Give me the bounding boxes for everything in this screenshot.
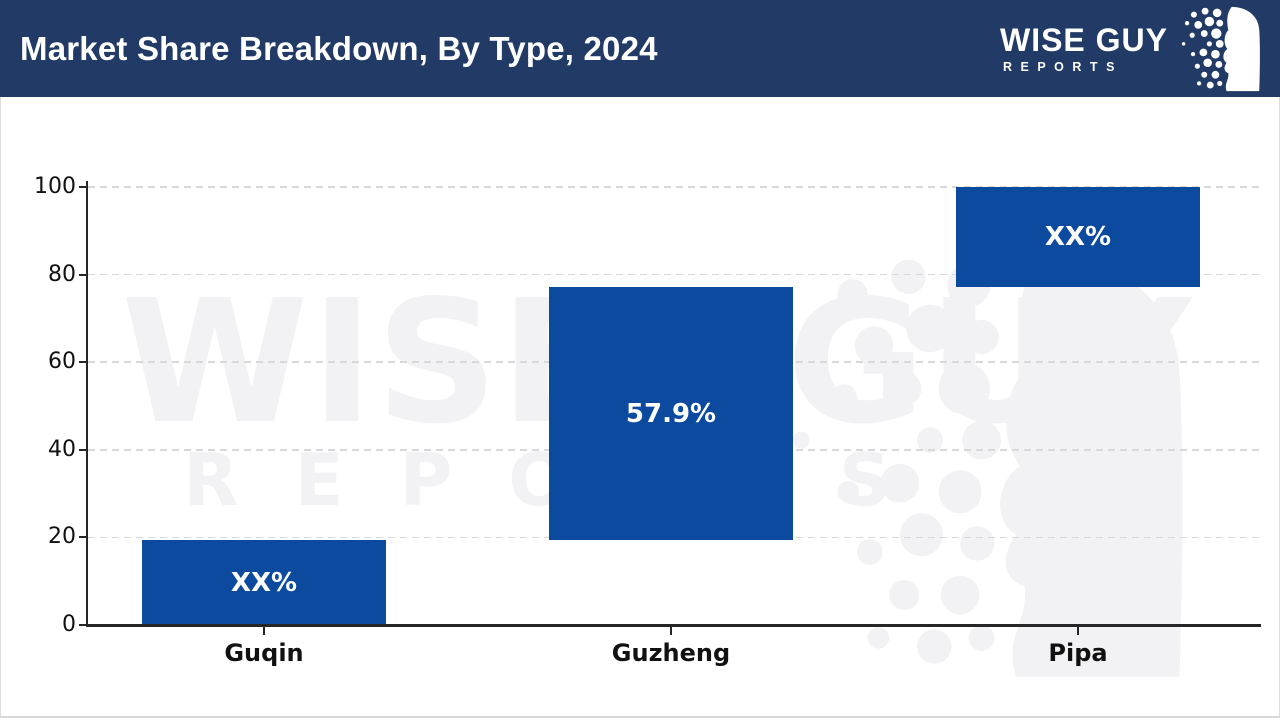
bar-value-label-guzheng: 57.9% [625,398,717,429]
y-tick-label-0: 0 [62,612,76,637]
y-tick-mark-20 [79,536,88,539]
gridline-80 [88,273,1261,276]
y-tick-mark-60 [79,361,88,364]
x-category-label-guzheng: Guzheng [611,639,731,667]
y-tick-label-80: 80 [48,261,76,287]
y-tick-mark-0 [79,624,88,626]
x-category-label-pipa: Pipa [1048,639,1108,667]
left-edge-divider [0,97,1,717]
wise-guy-reports-logo: WISE GUY REPORTS [1000,0,1266,97]
x-tick-mark-guzheng [670,627,672,635]
y-tick-label-20: 20 [48,524,76,550]
page-title: Market Share Breakdown, By Type, 2024 [20,29,658,67]
gridline-100 [88,186,1261,188]
x-axis-line [86,624,1261,627]
bar-guqin: XX% [142,540,386,625]
y-tick-label-60: 60 [48,349,76,375]
x-tick-mark-pipa [1077,627,1079,635]
y-tick-label-100: 100 [34,174,76,199]
x-tick-mark-guqin [263,627,265,635]
bar-pipa: XX% [956,187,1200,287]
y-tick-mark-80 [79,273,88,276]
bar-guzheng: 57.9% [549,286,793,541]
bar-value-label-pipa: XX% [1044,221,1112,252]
logo-subtext: REPORTS [1002,59,1123,74]
logo-face-icon [1170,6,1266,92]
y-tick-mark-40 [79,448,88,451]
logo-wordmark: WISE GUY [999,21,1168,58]
bottom-divider [0,716,1280,718]
bar-value-label-guqin: XX% [230,567,298,598]
header-bar: Market Share Breakdown, By Type, 2024 WI… [0,0,1280,97]
y-axis-line [86,181,88,627]
y-tick-label-40: 40 [48,436,76,462]
y-tick-mark-100 [79,186,88,188]
x-category-label-guqin: Guqin [224,639,304,667]
